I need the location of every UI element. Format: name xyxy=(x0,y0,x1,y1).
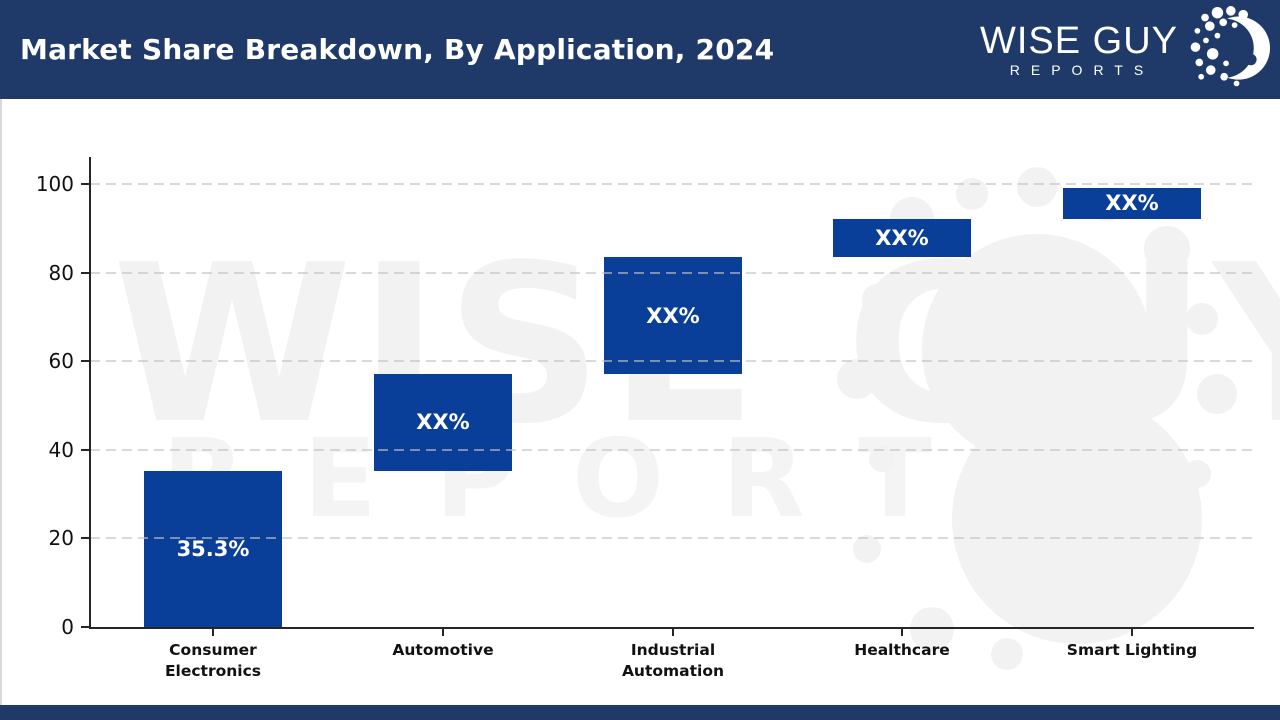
bar: 35.3% xyxy=(144,470,282,627)
bar: XX% xyxy=(604,257,742,375)
y-tick-label: 20 xyxy=(48,526,74,551)
y-tick-label: 60 xyxy=(48,349,74,374)
category-label: Industrial Automation xyxy=(581,640,765,682)
category-label: Healthcare xyxy=(810,640,994,661)
x-axis xyxy=(89,627,1254,629)
gridline xyxy=(90,271,1254,274)
gridline xyxy=(90,183,1254,185)
y-tick-mark xyxy=(81,183,89,185)
gridline xyxy=(90,360,1254,363)
x-tick-mark xyxy=(901,627,903,636)
category-label: Consumer Electronics xyxy=(121,640,305,682)
y-tick-label: 80 xyxy=(48,260,74,285)
watermark-subtitle: REPORTS xyxy=(162,417,1126,542)
category-label-line: Automotive xyxy=(392,641,494,659)
y-tick-label: 100 xyxy=(35,172,74,196)
gridline xyxy=(90,448,1254,451)
bar-value-label: XX% xyxy=(646,303,700,328)
category-label-line: Smart Lighting xyxy=(1066,641,1198,659)
gridline xyxy=(90,537,1254,540)
category-label-line: Electronics xyxy=(164,662,262,680)
wiseguy-logo-text: WISE GUY REPORTS xyxy=(980,22,1178,78)
category-label-line: Automation xyxy=(621,662,725,680)
y-axis xyxy=(89,157,91,629)
bar-value-label: XX% xyxy=(416,410,470,435)
chart-area: WISE GUY REPORTS 02040608010035.3%XX%XX%… xyxy=(0,99,1280,706)
category-label: Smart Lighting xyxy=(1040,640,1224,661)
header: Market Share Breakdown, By Application, … xyxy=(0,0,1280,99)
category-label: Automotive xyxy=(351,640,535,661)
bar: XX% xyxy=(374,374,512,471)
category-label-line: Consumer xyxy=(169,641,257,659)
bar: XX% xyxy=(833,218,971,258)
y-tick-mark xyxy=(81,448,89,451)
category-label-line: Industrial xyxy=(630,641,716,659)
y-tick-mark xyxy=(81,537,89,540)
category-label-line: Healthcare xyxy=(854,641,950,659)
y-tick-label: 40 xyxy=(48,437,74,462)
x-tick-mark xyxy=(672,627,674,636)
x-tick-mark xyxy=(442,627,444,636)
x-tick-mark xyxy=(1131,627,1133,636)
bar: XX% xyxy=(1063,187,1201,219)
wiseguy-logo: WISE GUY REPORTS xyxy=(980,5,1270,94)
logo-subtitle: REPORTS xyxy=(1009,61,1155,78)
bar-value-label: 35.3% xyxy=(176,536,250,561)
y-tick-mark xyxy=(81,360,89,363)
logo-wordmark: WISE GUY xyxy=(979,19,1178,62)
bar-value-label: XX% xyxy=(1105,191,1159,216)
bar-value-label: XX% xyxy=(875,226,929,251)
dotted-head-logo-icon xyxy=(1190,5,1270,86)
y-tick-label: 0 xyxy=(61,615,74,639)
y-tick-mark xyxy=(81,271,89,274)
x-tick-mark xyxy=(212,627,214,636)
footer-bar xyxy=(0,705,1280,720)
y-tick-mark xyxy=(81,626,89,628)
page-title: Market Share Breakdown, By Application, … xyxy=(20,33,775,66)
